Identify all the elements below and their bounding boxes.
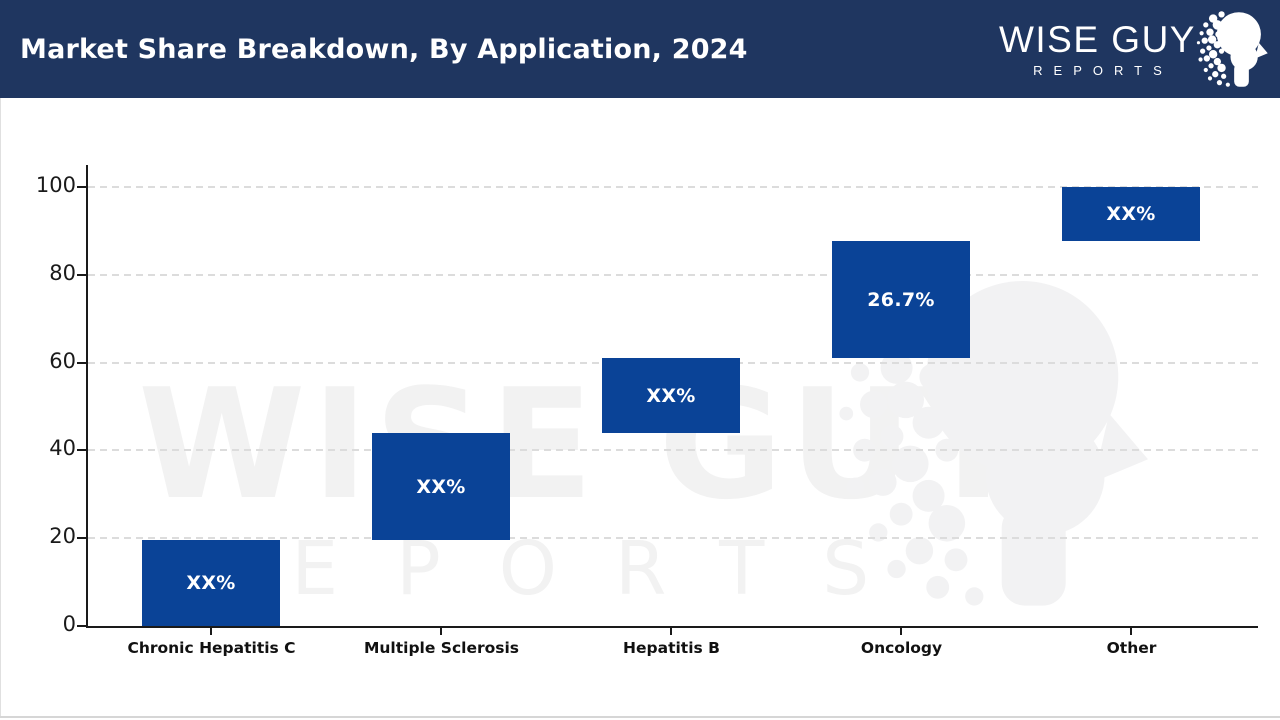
gridline: [88, 537, 1258, 540]
header-bar: Market Share Breakdown, By Application, …: [0, 0, 1280, 98]
y-tick-mark: [77, 273, 86, 276]
logo-wordmark: WISE GUY: [998, 18, 1196, 60]
y-tick-mark: [77, 361, 86, 364]
y-tick-mark: [77, 537, 86, 540]
x-tick-mark: [900, 628, 902, 635]
bar: XX%: [142, 540, 280, 626]
chart-canvas: WISE GUY REPORTS 0 20 40 60 80 100 XX% XX% XX% 26…: [0, 98, 1280, 718]
x-tick-mark: [210, 628, 212, 635]
wiseguy-logo-text: WISE GUY REPORTS: [999, 21, 1196, 78]
y-tick-label: 60: [49, 348, 76, 373]
bottom-border-line: [0, 716, 1280, 718]
wiseguy-logo: WISE GUY REPORTS: [999, 7, 1270, 91]
bar: XX%: [372, 432, 510, 541]
page-title: Market Share Breakdown, By Application, …: [20, 33, 748, 65]
x-tick-mark: [440, 628, 442, 635]
y-tick-mark: [77, 186, 86, 188]
bar: XX%: [1062, 187, 1200, 241]
y-axis-line: [86, 165, 88, 628]
x-tick-label: Hepatitis B: [623, 639, 720, 657]
x-tick-mark: [670, 628, 672, 635]
bar-value-label: XX%: [1106, 202, 1156, 225]
watermark-subtitle: REPORTS: [182, 526, 928, 612]
x-tick-label: Multiple Sclerosis: [363, 639, 520, 657]
y-tick-label: 20: [49, 524, 76, 549]
bar-value-label: XX%: [416, 475, 466, 498]
y-tick-mark: [77, 625, 86, 627]
y-tick-label: 100: [35, 173, 76, 197]
x-tick-label: Chronic Hepatitis C: [127, 639, 296, 657]
logo-subtitle: REPORTS: [1033, 62, 1173, 78]
x-tick-label: Oncology: [860, 639, 943, 657]
left-border-line: [0, 98, 1, 716]
x-axis-line: [86, 626, 1258, 628]
bar: 26.7%: [832, 240, 970, 359]
y-tick-label: 0: [62, 612, 76, 636]
x-tick-label: Other: [1106, 639, 1157, 657]
bar-value-label: 26.7%: [867, 288, 935, 311]
watermark-wordmark: WISE GUY: [138, 356, 1035, 533]
y-tick-label: 40: [49, 436, 76, 461]
gridline: [88, 186, 1258, 188]
y-tick-mark: [77, 449, 86, 452]
gridline: [88, 449, 1258, 452]
bar-value-label: XX%: [646, 384, 696, 407]
bar: XX%: [602, 358, 740, 433]
gridline: [88, 273, 1258, 276]
y-tick-label: 80: [49, 260, 76, 285]
bar-value-label: XX%: [186, 572, 236, 595]
head-silhouette-icon: [1196, 11, 1268, 87]
x-tick-mark: [1130, 628, 1132, 635]
